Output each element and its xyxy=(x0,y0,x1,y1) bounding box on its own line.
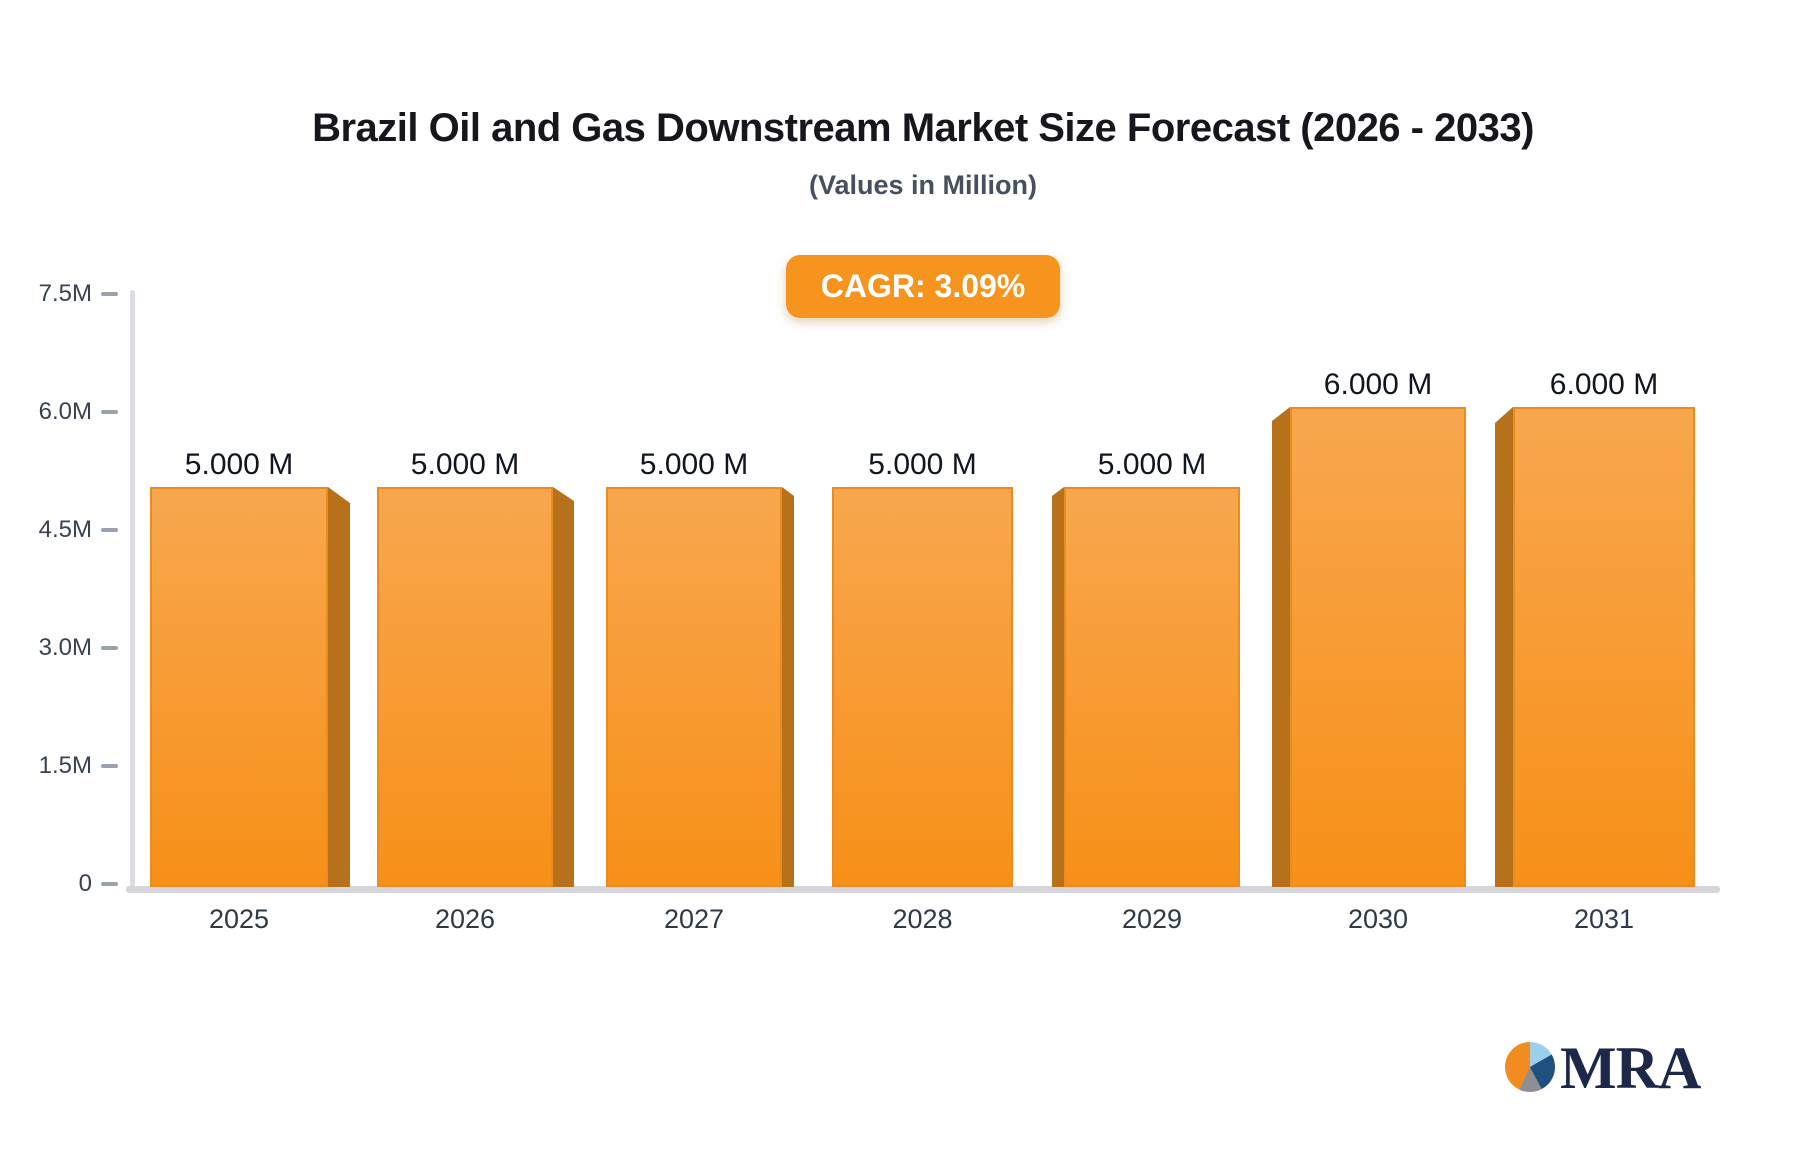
y-tick-mark xyxy=(101,764,118,768)
bar-2025[interactable] xyxy=(150,487,328,887)
x-axis-label: 2029 xyxy=(1121,904,1183,934)
logo-text: MRA xyxy=(1560,1035,1701,1101)
x-axis-label: 2028 xyxy=(892,904,953,934)
bar-2029[interactable] xyxy=(1064,487,1240,887)
x-axis-label: 2030 xyxy=(1347,904,1409,934)
bar-2027[interactable] xyxy=(606,487,782,887)
bar-side-2031 xyxy=(1495,407,1513,887)
pie-chart-icon xyxy=(1505,1042,1555,1092)
bar-value-label: 5.000 M xyxy=(410,448,520,481)
y-axis-label: 4.5M xyxy=(38,516,92,543)
bar-value-label: 5.000 M xyxy=(184,448,294,481)
bar-side-2027 xyxy=(782,487,794,887)
y-tick-mark xyxy=(101,292,118,296)
bar-value-label: 6.000 M xyxy=(1323,368,1433,401)
bar-value-label: 6.000 M xyxy=(1549,368,1659,401)
chart-title: Brazil Oil and Gas Downstream Market Siz… xyxy=(312,106,1534,150)
bar-value-label: 5.000 M xyxy=(639,448,749,481)
x-axis-label: 2026 xyxy=(434,904,496,934)
x-axis-label: 2027 xyxy=(663,904,725,934)
y-axis-label: 7.5M xyxy=(38,280,92,307)
bar-side-2030 xyxy=(1272,407,1290,887)
y-axis-label: 1.5M xyxy=(38,752,92,779)
bar-value-label: 5.000 M xyxy=(1097,448,1207,481)
bar-value-label: 5.000 M xyxy=(868,448,977,481)
y-axis-label: 0 xyxy=(78,870,92,897)
y-tick-mark xyxy=(101,410,118,414)
x-axis-label: 2025 xyxy=(208,904,270,934)
bar-2026[interactable] xyxy=(377,487,553,887)
x-axis-line xyxy=(126,886,1720,893)
x-axis-label: 2031 xyxy=(1573,904,1635,934)
bar-2031[interactable] xyxy=(1513,407,1695,887)
chart-subtitle: (Values in Million) xyxy=(808,170,1038,200)
bar-side-2026 xyxy=(553,487,574,887)
y-tick-mark xyxy=(101,882,118,886)
y-tick-mark xyxy=(101,528,118,532)
y-axis-line xyxy=(130,290,135,893)
bar-2030[interactable] xyxy=(1290,407,1466,887)
y-axis-label: 6.0M xyxy=(38,398,92,425)
y-axis-label: 3.0M xyxy=(38,634,92,661)
y-tick-mark xyxy=(101,646,118,650)
bar-2028[interactable] xyxy=(832,487,1013,887)
bar-side-2029 xyxy=(1052,487,1064,887)
cagr-badge: CAGR: 3.09% xyxy=(786,255,1060,318)
bar-side-2025 xyxy=(328,487,350,887)
